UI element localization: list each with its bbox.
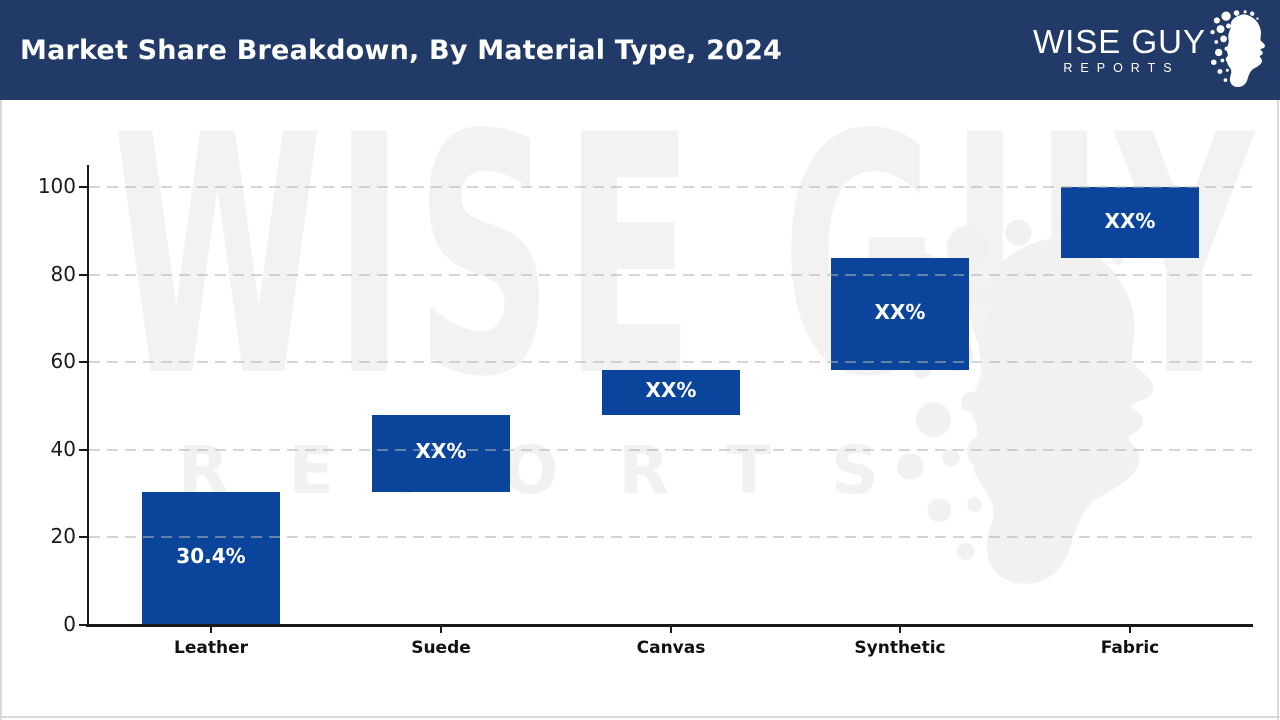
gridline-20: [89, 536, 1253, 539]
page-title: Market Share Breakdown, By Material Type…: [20, 34, 783, 66]
x-tick-mark-suede: [440, 626, 442, 633]
logo-wordmark: WISE GUY: [1032, 23, 1206, 60]
y-tick-label-40: 40: [50, 436, 76, 461]
left-border: [0, 100, 2, 720]
x-tick-mark-synthetic: [899, 626, 901, 633]
header-bar: Market Share Breakdown, By Material Type…: [0, 0, 1280, 100]
y-tick-label-80: 80: [50, 261, 76, 286]
wise-guy-reports-logo: WISE GUY REPORTS: [1033, 8, 1270, 92]
bar-canvas: [602, 369, 740, 415]
x-tick-mark-leather: [210, 626, 212, 633]
x-tick-label-leather: Leather: [174, 638, 248, 658]
y-tick-label-20: 20: [50, 524, 76, 549]
bar-value-label-suede: XX%: [415, 439, 467, 464]
watermark-subtext: REPORTS: [178, 432, 939, 509]
gridline-40: [89, 448, 1253, 451]
right-border: [1277, 100, 1279, 720]
gridline-60: [89, 361, 1253, 364]
y-tick-mark-0: [79, 624, 88, 626]
x-tick-label-canvas: Canvas: [636, 638, 706, 658]
y-tick-label-60: 60: [50, 349, 76, 374]
y-tick-mark-20: [79, 536, 88, 539]
bar-leather: [142, 491, 280, 625]
x-tick-label-fabric: Fabric: [1100, 638, 1160, 658]
x-tick-mark-canvas: [670, 626, 672, 633]
bar-value-label-leather: 30.4%: [176, 544, 246, 569]
bar-value-label-synthetic: XX%: [874, 300, 926, 325]
plot: 0 20 40 60 80 100 30.4% Leather XX% Suede XX% Canva…: [0, 100, 1280, 720]
bar-value-label-canvas: XX%: [645, 378, 697, 403]
gridline-80: [89, 273, 1253, 276]
bar-value-label-fabric: XX%: [1104, 208, 1156, 233]
x-tick-label-suede: Suede: [411, 638, 471, 658]
y-tick-label-100: 100: [37, 174, 76, 198]
bar-fabric: [1061, 187, 1199, 259]
y-axis-line: [87, 165, 89, 627]
bar-suede: [372, 414, 510, 492]
y-tick-mark-100: [79, 186, 88, 188]
y-tick-label-0: 0: [63, 612, 76, 636]
logo-subtext: REPORTS: [1063, 61, 1180, 75]
bar-synthetic: [831, 258, 969, 370]
gridline-100: [89, 186, 1253, 188]
y-tick-mark-80: [79, 273, 88, 276]
x-tick-label-synthetic: Synthetic: [854, 638, 946, 658]
x-tick-mark-fabric: [1129, 626, 1131, 633]
bottom-border: [0, 716, 1280, 718]
x-axis-line: [86, 624, 1253, 627]
y-tick-mark-60: [79, 361, 88, 364]
dotted-face-icon: [1208, 10, 1270, 90]
logo-text: WISE GUY REPORTS: [1033, 25, 1206, 75]
y-tick-mark-40: [79, 448, 88, 451]
chart-area: WISE GUY REPORTS 0 20 40 60 80 100 30.4% Leathe…: [0, 92, 1280, 720]
